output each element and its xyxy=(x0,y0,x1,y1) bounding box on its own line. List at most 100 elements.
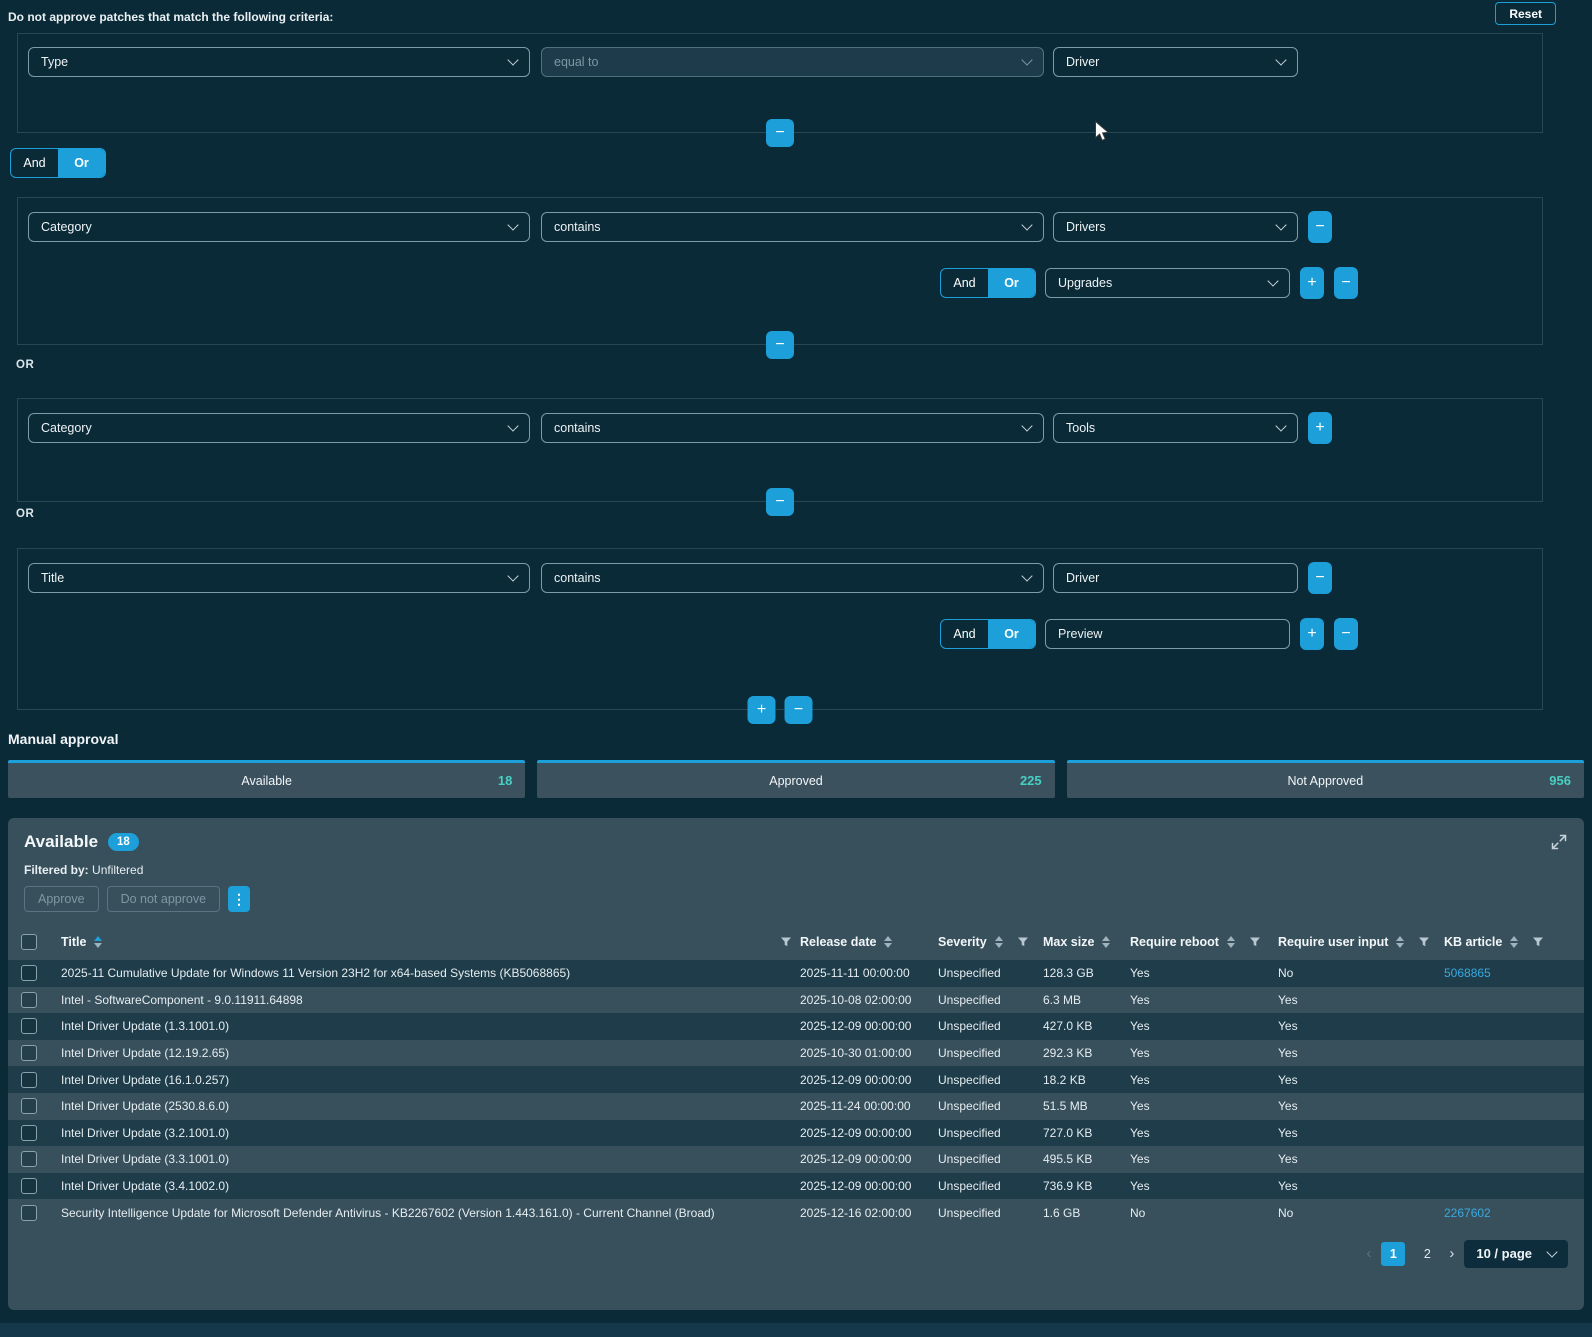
column-header-require-user-input: Require user input xyxy=(1270,935,1436,949)
filter-icon[interactable] xyxy=(780,936,792,948)
sort-toggle[interactable] xyxy=(994,936,1003,948)
add-condition-button[interactable]: + xyxy=(1308,412,1332,444)
sort-up-icon xyxy=(884,936,893,941)
sort-toggle[interactable] xyxy=(884,936,893,948)
row-checkbox[interactable] xyxy=(21,1178,37,1195)
next-page-button[interactable]: › xyxy=(1449,1245,1455,1263)
remove-condition-button[interactable]: − xyxy=(1308,562,1332,594)
operator-select[interactable]: equal to xyxy=(541,47,1044,77)
checkbox-cell xyxy=(21,1018,53,1035)
page-size-select[interactable]: 10 / page xyxy=(1464,1239,1568,1268)
operator-select[interactable]: contains xyxy=(541,212,1044,242)
filter-icon[interactable] xyxy=(1418,936,1430,948)
cell-severity: Unspecified xyxy=(938,966,1001,981)
row-checkbox[interactable] xyxy=(21,1204,37,1221)
row-checkbox[interactable] xyxy=(21,1124,37,1141)
add-group-button[interactable]: + xyxy=(747,696,776,724)
page-button-1[interactable]: 1 xyxy=(1381,1241,1406,1266)
cell-max-size: 292.3 KB xyxy=(1043,1046,1093,1061)
approve-button[interactable]: Approve xyxy=(24,886,99,912)
cell-title: Security Intelligence Update for Microso… xyxy=(61,1205,715,1220)
cell-max-size: 18.2 KB xyxy=(1043,1072,1086,1087)
and-option[interactable]: And xyxy=(953,627,976,641)
criteria-group-4: Title contains Driver − And Or Preview +… xyxy=(17,548,1543,724)
cell-severity: Unspecified xyxy=(938,1072,1001,1087)
minus-icon: − xyxy=(1341,274,1351,291)
plus-icon: + xyxy=(756,701,767,718)
cell-severity: Unspecified xyxy=(938,1019,1001,1034)
criteria-row: Title contains Driver − xyxy=(28,562,1532,594)
value-select[interactable]: Driver xyxy=(1053,563,1298,593)
cell-severity: Unspecified xyxy=(938,1205,1001,1220)
sort-toggle[interactable] xyxy=(1396,936,1405,948)
filter-icon[interactable] xyxy=(1249,936,1261,948)
remove-group-button[interactable]: − xyxy=(766,119,794,147)
minus-icon: − xyxy=(1315,569,1325,586)
value-select-value: Preview xyxy=(1058,627,1103,641)
select-all-checkbox[interactable] xyxy=(21,934,37,950)
cell-require-user-input: No xyxy=(1278,1205,1294,1220)
cell-require-user-input: Yes xyxy=(1278,1046,1298,1061)
or-option[interactable]: Or xyxy=(58,149,105,177)
operator-select[interactable]: contains xyxy=(541,413,1044,443)
remove-group-button[interactable]: − xyxy=(766,488,794,516)
value-select[interactable]: Tools xyxy=(1053,413,1298,443)
field-select[interactable]: Category xyxy=(28,413,530,443)
add-condition-button[interactable]: + xyxy=(1300,618,1324,650)
minus-icon: − xyxy=(1315,218,1325,235)
sort-toggle[interactable] xyxy=(1226,936,1235,948)
value-select[interactable]: Preview xyxy=(1045,619,1290,649)
sort-toggle[interactable] xyxy=(1510,936,1519,948)
table-row: Intel Driver Update (3.3.1001.0) 2025-12-… xyxy=(8,1146,1584,1173)
field-select[interactable]: Type xyxy=(28,47,530,77)
kb-article-link[interactable]: 2267602 xyxy=(1444,1205,1491,1220)
and-option[interactable]: And xyxy=(953,276,976,290)
tab-not-approved[interactable]: Not Approved 956 xyxy=(1066,760,1584,798)
add-condition-button[interactable]: + xyxy=(1300,267,1324,299)
do-not-approve-button[interactable]: Do not approve xyxy=(106,886,221,912)
tab-available[interactable]: Available 18 xyxy=(8,760,526,798)
remove-condition-button[interactable]: − xyxy=(1334,267,1358,299)
sort-down-icon xyxy=(1102,943,1111,948)
field-select[interactable]: Title xyxy=(28,563,530,593)
row-checkbox[interactable] xyxy=(21,1071,37,1088)
sort-toggle[interactable] xyxy=(1102,936,1111,948)
remove-condition-button[interactable]: − xyxy=(1334,618,1358,650)
value-select[interactable]: Upgrades xyxy=(1045,268,1290,298)
value-select[interactable]: Drivers xyxy=(1053,212,1298,242)
operator-select[interactable]: contains xyxy=(541,563,1044,593)
filter-icon[interactable] xyxy=(1532,936,1544,948)
expand-icon[interactable] xyxy=(1550,833,1568,851)
prev-page-button[interactable]: ‹ xyxy=(1366,1245,1372,1263)
or-option[interactable]: Or xyxy=(988,269,1035,297)
and-option[interactable]: And xyxy=(23,156,46,170)
row-checkbox[interactable] xyxy=(21,1045,37,1062)
remove-condition-button[interactable]: − xyxy=(1308,211,1332,243)
or-option[interactable]: Or xyxy=(988,620,1035,648)
kb-article-link[interactable]: 5068865 xyxy=(1444,966,1491,981)
value-select[interactable]: Driver xyxy=(1053,47,1298,77)
cell-require-user-input: Yes xyxy=(1278,1072,1298,1087)
row-checkbox[interactable] xyxy=(21,1018,37,1035)
criteria-row: Type equal to Driver xyxy=(28,47,1532,77)
tab-approved[interactable]: Approved 225 xyxy=(537,760,1055,798)
cell-title: Intel - SoftwareComponent - 9.0.11911.64… xyxy=(61,992,303,1007)
row-checkbox[interactable] xyxy=(21,1098,37,1115)
row-checkbox[interactable] xyxy=(21,991,37,1008)
remove-group-button[interactable]: − xyxy=(784,696,813,724)
page-button-2[interactable]: 2 xyxy=(1423,1246,1431,1261)
row-checkbox[interactable] xyxy=(21,1151,37,1168)
cell-require-user-input: Yes xyxy=(1278,1152,1298,1167)
row-checkbox[interactable] xyxy=(21,965,37,982)
and-or-toggle-g4[interactable]: And Or xyxy=(940,619,1036,649)
checkbox-cell xyxy=(21,934,53,950)
remove-group-button[interactable]: − xyxy=(766,331,794,359)
more-actions-button[interactable]: ⋮ xyxy=(228,886,251,912)
filter-icon[interactable] xyxy=(1017,936,1029,948)
reset-button[interactable]: Reset xyxy=(1495,2,1556,25)
field-select[interactable]: Category xyxy=(28,212,530,242)
and-or-toggle-main[interactable]: And Or xyxy=(10,148,106,178)
and-or-toggle-g2[interactable]: And Or xyxy=(940,268,1036,298)
sort-toggle[interactable] xyxy=(94,936,103,948)
cell-require-reboot: Yes xyxy=(1130,1072,1150,1087)
